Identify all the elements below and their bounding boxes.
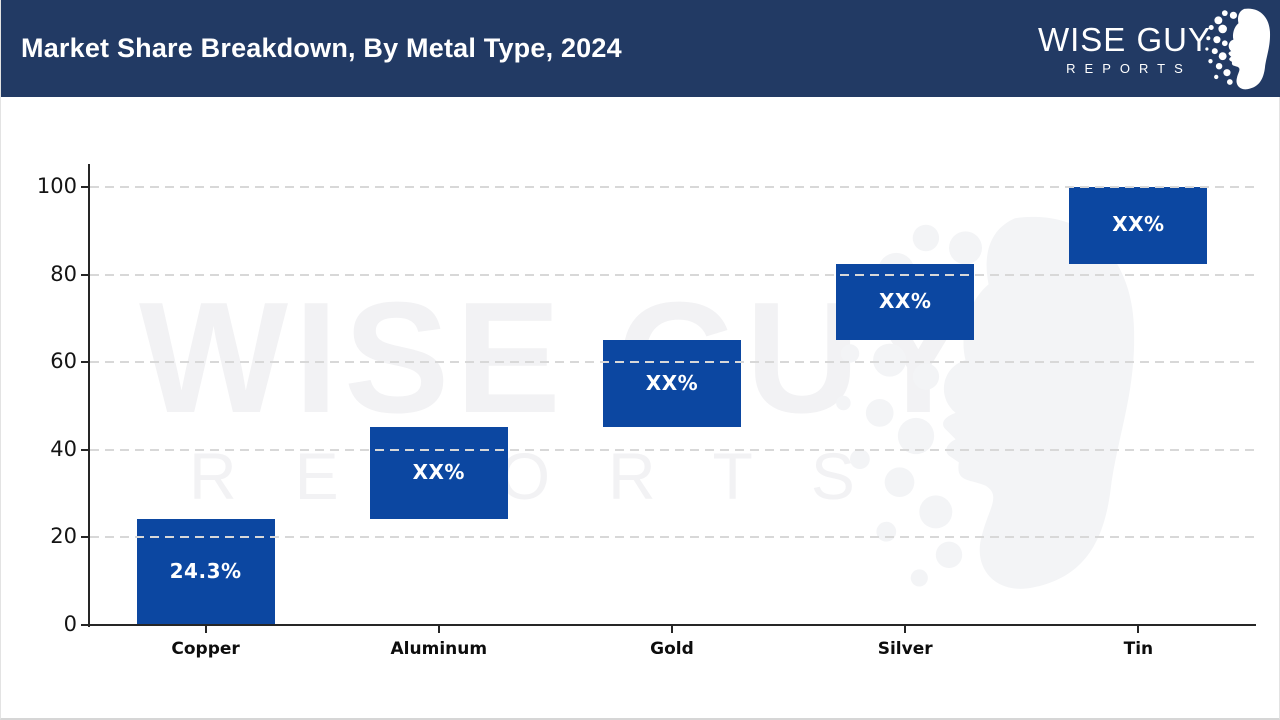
- bar-tin: [1069, 187, 1208, 264]
- wise-guy-logo: WISE GUY REPORTS: [1038, 6, 1273, 92]
- bar-label-gold: XX%: [645, 370, 699, 395]
- bar-label-aluminum: XX%: [412, 459, 465, 484]
- x-tick-label-copper: Copper: [171, 639, 240, 659]
- header-bar: Market Share Breakdown, By Metal Type, 2…: [1, 0, 1280, 97]
- y-tick-label-40: 40: [50, 436, 77, 461]
- x-tick-label-silver: Silver: [877, 639, 933, 659]
- x-tick-copper: [204, 626, 207, 633]
- x-tick-silver: [904, 626, 907, 633]
- bar-gold: [603, 340, 741, 428]
- x-axis: [88, 624, 1256, 626]
- x-tick-gold: [671, 626, 673, 633]
- y-tick-label-0: 0: [63, 612, 77, 636]
- page-title: Market Share Breakdown, By Metal Type, 2…: [21, 33, 622, 63]
- bar-label-copper: 24.3%: [169, 558, 242, 583]
- y-axis: [88, 164, 90, 627]
- y-tick-label-100: 100: [36, 174, 77, 198]
- y-tick-label-80: 80: [50, 261, 77, 286]
- gridline-100: [90, 186, 1255, 188]
- y-tick-20: [81, 536, 89, 539]
- y-tick-label-20: 20: [50, 524, 77, 549]
- bar-copper: [136, 518, 275, 625]
- bar-aluminum: [369, 427, 508, 519]
- y-tick-80: [81, 273, 89, 276]
- y-tick-0: [81, 624, 89, 626]
- bar-label-silver: XX%: [878, 288, 932, 313]
- y-tick-100: [81, 186, 89, 188]
- x-tick-label-aluminum: Aluminum: [390, 639, 488, 659]
- x-tick-tin: [1137, 626, 1140, 633]
- gridline-80: [90, 273, 1255, 276]
- y-tick-label-60: 60: [50, 349, 77, 374]
- gridline-20: [90, 536, 1255, 539]
- gridline-40: [90, 448, 1255, 451]
- x-tick-aluminum: [437, 626, 440, 633]
- bar-label-tin: XX%: [1112, 212, 1165, 237]
- gridline-60: [90, 361, 1255, 364]
- logo-text: WISE GUY REPORTS: [1038, 23, 1211, 75]
- logo-wiseguy-label: WISE GUY: [1037, 21, 1211, 58]
- logo-reports-label: REPORTS: [1066, 61, 1192, 76]
- x-tick-label-gold: Gold: [650, 639, 694, 659]
- wiseguy-head-icon: [1205, 8, 1271, 90]
- x-tick-label-tin: Tin: [1123, 639, 1154, 659]
- bar-silver: [836, 263, 975, 341]
- y-tick-60: [81, 361, 89, 364]
- y-tick-40: [81, 448, 89, 451]
